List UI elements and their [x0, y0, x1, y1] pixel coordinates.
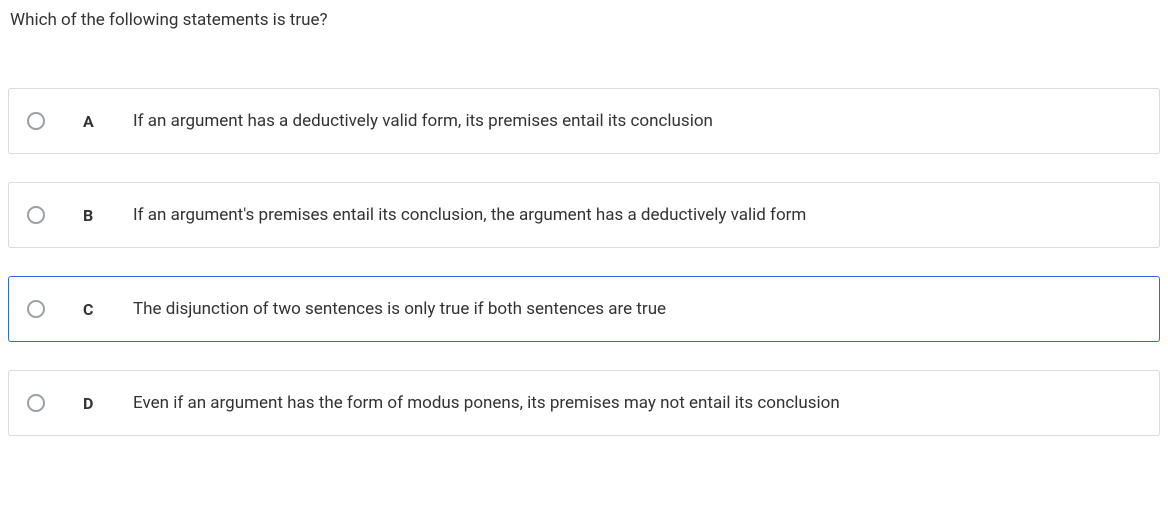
option-c[interactable]: C The disjunction of two sentences is on… — [8, 276, 1160, 342]
option-b[interactable]: B If an argument's premises entail its c… — [8, 182, 1160, 248]
option-d[interactable]: D Even if an argument has the form of mo… — [8, 370, 1160, 436]
option-text: The disjunction of two sentences is only… — [133, 299, 666, 319]
option-letter: D — [83, 394, 103, 413]
option-letter: A — [83, 112, 103, 131]
radio-icon[interactable] — [27, 206, 45, 224]
option-a[interactable]: A If an argument has a deductively valid… — [8, 88, 1160, 154]
option-letter: B — [83, 206, 103, 225]
options-list: A If an argument has a deductively valid… — [8, 88, 1160, 436]
question-prompt: Which of the following statements is tru… — [8, 10, 1160, 30]
radio-icon[interactable] — [27, 394, 45, 412]
radio-icon[interactable] — [27, 300, 45, 318]
option-text: Even if an argument has the form of modu… — [133, 393, 840, 413]
radio-icon[interactable] — [27, 112, 45, 130]
option-text: If an argument has a deductively valid f… — [133, 111, 713, 131]
option-text: If an argument's premises entail its con… — [133, 205, 806, 225]
option-letter: C — [83, 300, 103, 319]
